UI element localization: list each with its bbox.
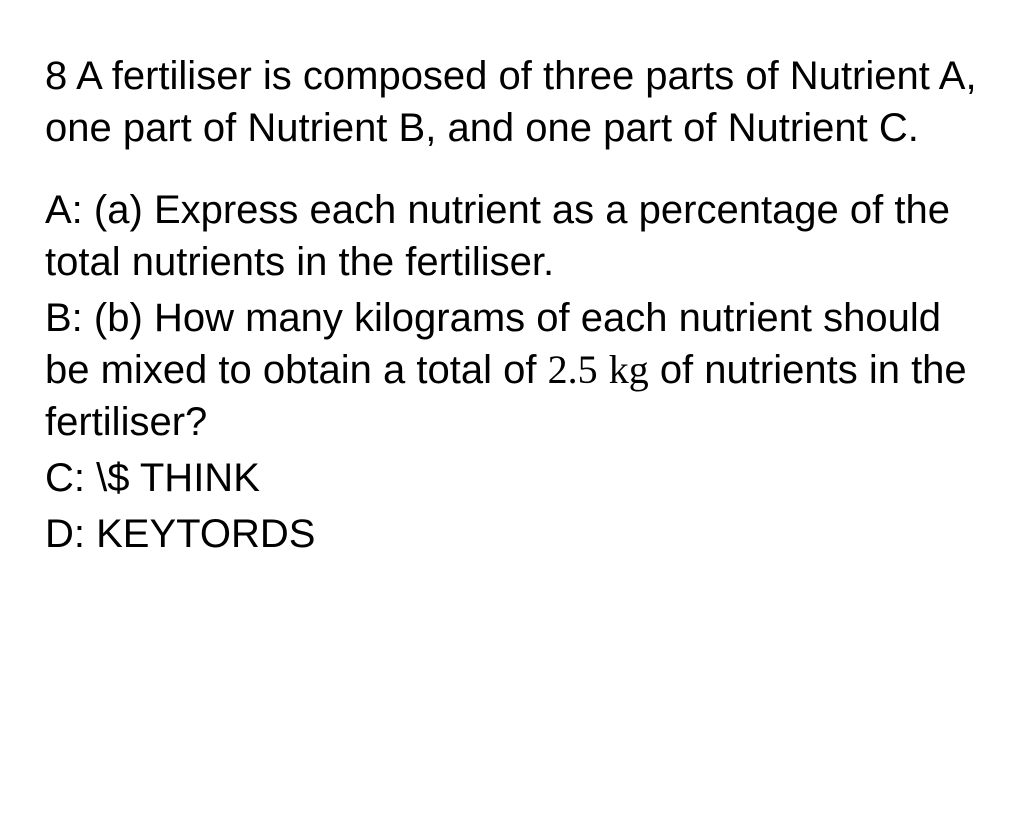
option-c-text: \$ THINK bbox=[96, 456, 260, 500]
option-b-sublabel: (b) bbox=[94, 296, 143, 340]
option-d-text: KEYTORDS bbox=[96, 512, 315, 556]
option-b: B: (b) How many kilograms of each nutrie… bbox=[45, 292, 979, 448]
option-a-text: Express each nutrient as a percentage of… bbox=[45, 188, 950, 284]
option-b-value: 2.5 bbox=[548, 347, 598, 392]
question-block: 8 A fertiliser is composed of three part… bbox=[45, 50, 979, 154]
question-number: 8 bbox=[45, 54, 67, 98]
option-b-unit: kg bbox=[609, 347, 649, 392]
option-b-label: B: bbox=[45, 296, 83, 340]
option-c-label: C: bbox=[45, 456, 85, 500]
option-a-label: A: bbox=[45, 188, 83, 232]
question-body: A fertiliser is composed of three parts … bbox=[45, 54, 977, 150]
option-d-label: D: bbox=[45, 512, 85, 556]
option-c: C: \$ THINK bbox=[45, 452, 979, 504]
option-a-sublabel: (a) bbox=[94, 188, 143, 232]
option-a: A: (a) Express each nutrient as a percen… bbox=[45, 184, 979, 288]
option-d: D: KEYTORDS bbox=[45, 508, 979, 560]
